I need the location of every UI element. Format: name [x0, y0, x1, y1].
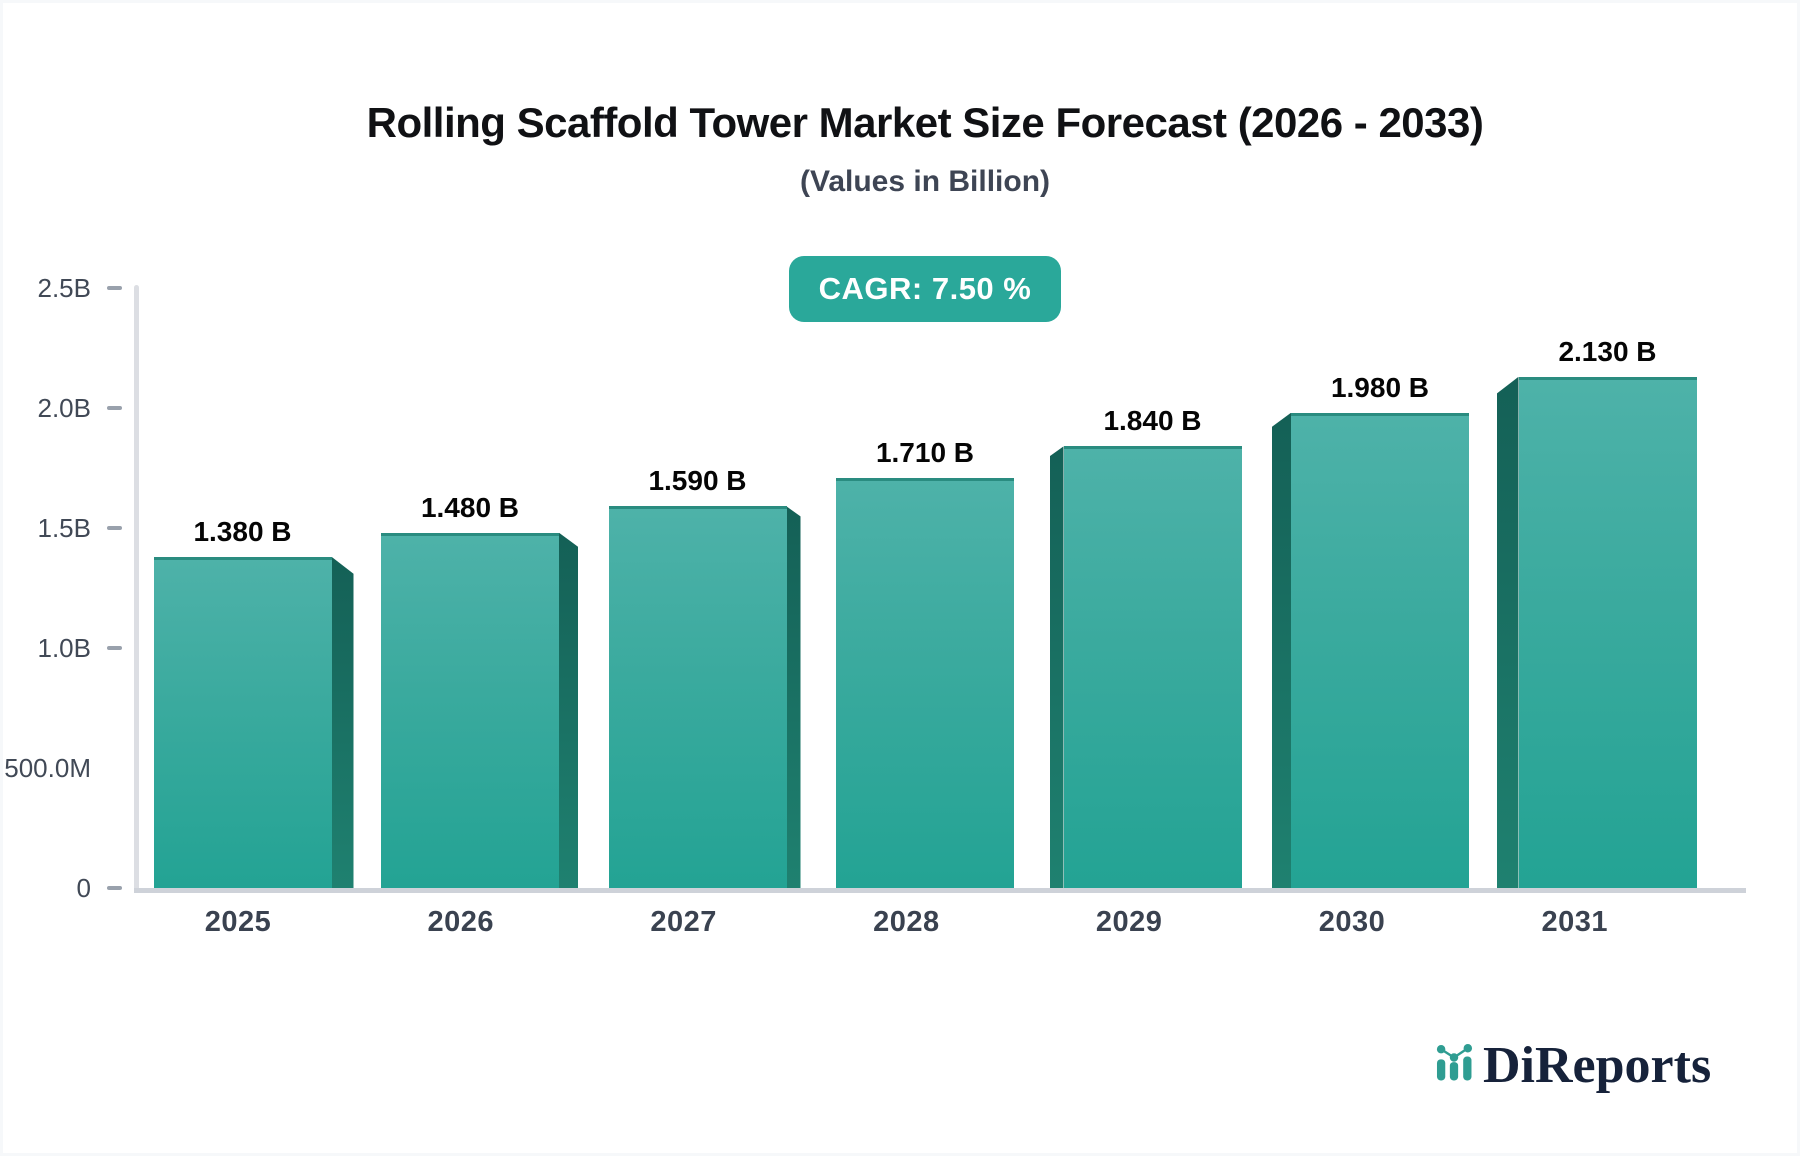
y-axis-label-2.0B: 2.0B	[37, 393, 92, 423]
x-axis-label-2030: 2030	[1318, 906, 1386, 938]
cagr-badge-row: CAGR: 7.50 %	[28, 256, 1797, 322]
bar-value-label: 1.480 B	[420, 491, 520, 523]
x-axis-line	[134, 888, 1746, 893]
y-axis-tick	[107, 286, 122, 290]
bar-value-label: 1.590 B	[648, 465, 747, 497]
y-axis-tick	[107, 646, 122, 650]
y-axis-label-0: 0	[76, 873, 91, 903]
bar-2025	[153, 556, 332, 888]
y-axis-tick	[107, 886, 122, 890]
y-axis-tick	[107, 406, 122, 410]
bar-2031	[1518, 376, 1697, 888]
x-axis-label-2029: 2029	[1095, 906, 1163, 938]
bar-2028	[836, 477, 1014, 888]
y-axis-label-500.0M: 500.0M	[4, 753, 91, 783]
y-axis-tick	[107, 526, 122, 530]
x-axis-label-2025: 2025	[204, 906, 272, 938]
chart-title: Rolling Scaffold Tower Market Size Forec…	[366, 99, 1484, 146]
bar-side-face-2027	[786, 506, 801, 888]
x-axis-label-2031: 2031	[1541, 906, 1609, 938]
bar-2027	[608, 506, 787, 888]
chart-subtitle: (Values in Billion)	[799, 165, 1051, 198]
chart-canvas: Rolling Scaffold Tower Market Size Forec…	[3, 3, 1797, 1153]
bar-side-face-2029	[1049, 446, 1064, 888]
y-axis-label-1.0B: 1.0B	[37, 633, 92, 663]
y-axis-line	[134, 285, 139, 893]
direports-chart-icon	[1436, 1044, 1473, 1081]
bar-value-label: 1.710 B	[875, 436, 975, 468]
bar-value-label: 1.980 B	[1330, 371, 1430, 403]
cagr-badge: CAGR: 7.50 %	[788, 256, 1062, 322]
bar-side-face-2025	[331, 556, 354, 888]
bar-2029	[1063, 446, 1242, 888]
bar-side-face-2031	[1496, 376, 1519, 888]
y-axis-label-1.5B: 1.5B	[37, 513, 92, 543]
logo-text: DiReports	[1483, 1037, 1712, 1094]
bar-value-label: 2.130 B	[1558, 335, 1657, 367]
direports-logo: DiReports	[1431, 1039, 1711, 1093]
x-axis-label-2027: 2027	[650, 906, 717, 938]
bar-2026	[381, 532, 559, 888]
bar-value-label: 1.840 B	[1103, 405, 1202, 437]
bar-side-face-2026	[559, 532, 578, 888]
x-axis-label-2026: 2026	[427, 906, 495, 938]
bar-value-label: 1.380 B	[193, 515, 292, 547]
bar-2030	[1291, 412, 1469, 888]
bar-side-face-2030	[1272, 412, 1291, 888]
x-axis-label-2028: 2028	[873, 906, 940, 938]
y-axis-label-2.5B: 2.5B	[37, 273, 92, 303]
